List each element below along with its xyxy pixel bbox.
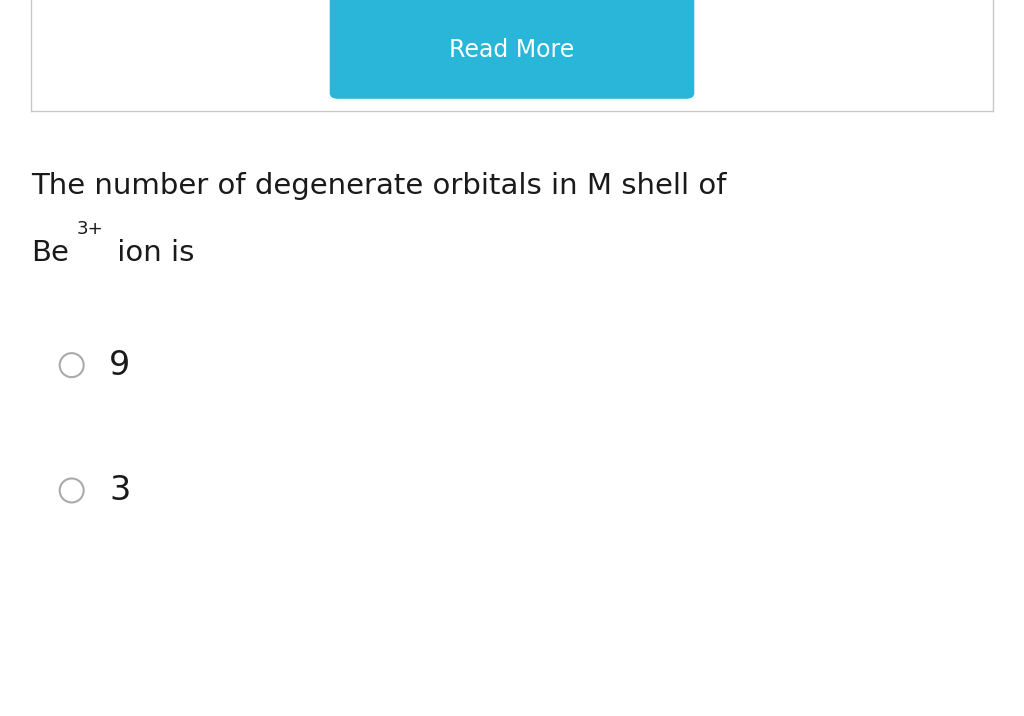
Text: 3+: 3+ <box>77 220 103 238</box>
Ellipse shape <box>59 353 84 377</box>
Ellipse shape <box>59 478 84 503</box>
Text: The number of degenerate orbitals in M shell of: The number of degenerate orbitals in M s… <box>31 172 726 200</box>
FancyBboxPatch shape <box>330 0 694 99</box>
Text: 3: 3 <box>110 474 130 507</box>
Text: 9: 9 <box>110 349 130 382</box>
Text: Read More: Read More <box>450 38 574 62</box>
Text: Be: Be <box>31 239 69 267</box>
Text: ion is: ion is <box>108 239 194 267</box>
